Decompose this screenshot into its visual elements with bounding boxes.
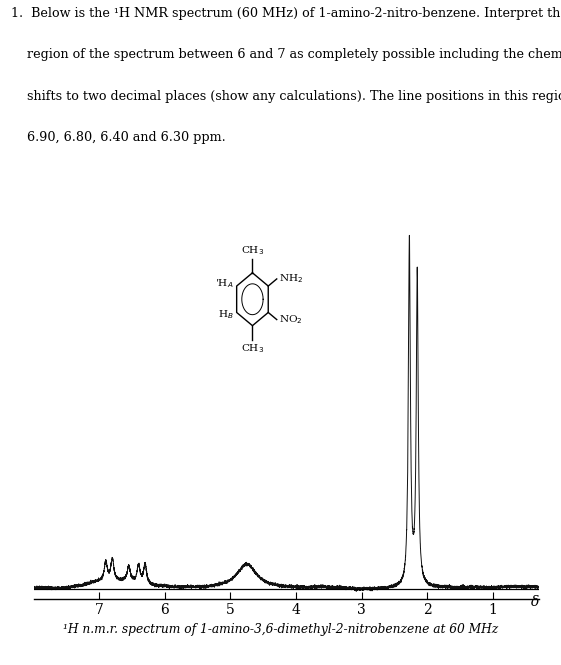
Text: ¹H n.m.r. spectrum of 1-amino-3,6-dimethyl-2-nitrobenzene at 60 MHz: ¹H n.m.r. spectrum of 1-amino-3,6-dimeth… <box>63 622 498 636</box>
Text: H$_B$: H$_B$ <box>218 308 233 321</box>
Text: shifts to two decimal places (show any calculations). The line positions in this: shifts to two decimal places (show any c… <box>11 90 561 102</box>
Text: δ: δ <box>531 595 539 609</box>
Text: 'H$_A$: 'H$_A$ <box>215 277 233 289</box>
Text: 6.90, 6.80, 6.40 and 6.30 ppm.: 6.90, 6.80, 6.40 and 6.30 ppm. <box>11 131 226 144</box>
Text: NH$_2$: NH$_2$ <box>279 273 303 285</box>
Text: CH$_3$: CH$_3$ <box>241 342 264 354</box>
Text: CH$_3$: CH$_3$ <box>241 244 264 257</box>
Text: region of the spectrum between 6 and 7 as completely possible including the chem: region of the spectrum between 6 and 7 a… <box>11 48 561 61</box>
Text: 1.  Below is the ¹H NMR spectrum (60 MHz) of 1-amino-2-nitro-benzene. Interpret : 1. Below is the ¹H NMR spectrum (60 MHz)… <box>11 7 561 20</box>
Text: NO$_2$: NO$_2$ <box>279 313 302 326</box>
